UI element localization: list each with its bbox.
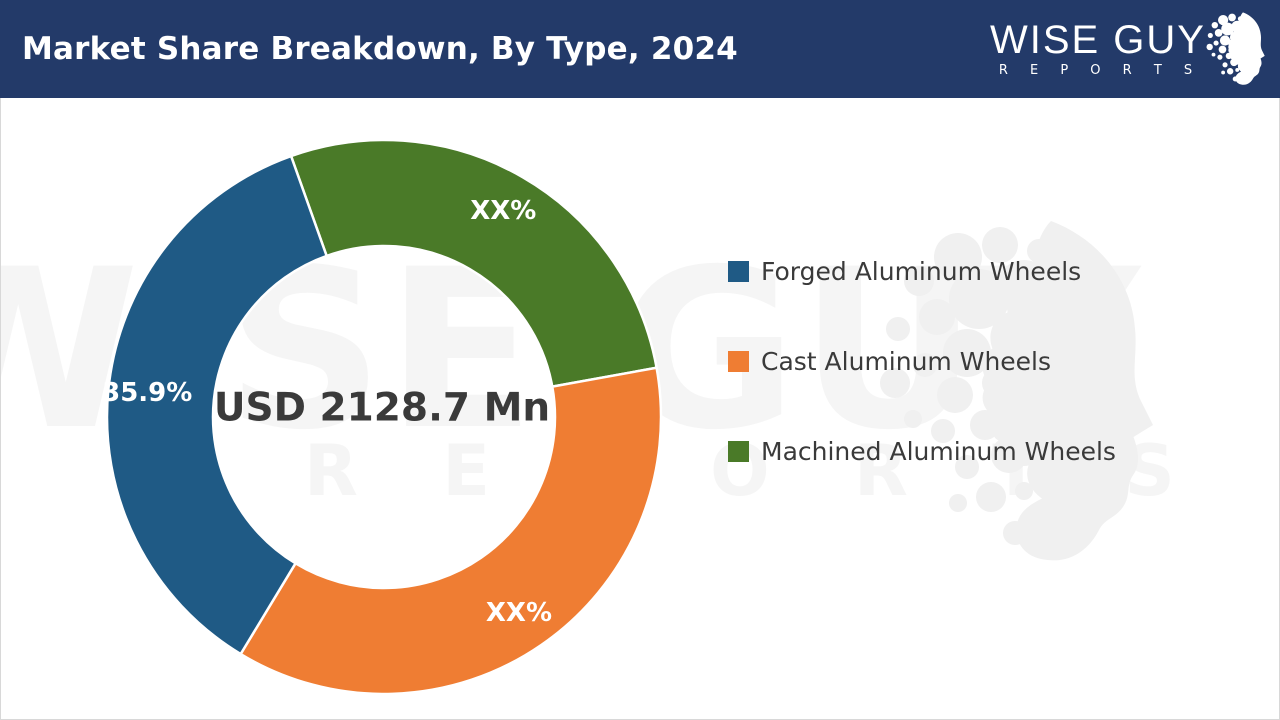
logo-face-icon — [1206, 11, 1265, 85]
legend-item-1: Cast Aluminum Wheels — [728, 343, 1116, 379]
wise-guy-logo: WISE GUY R E P O R T S — [990, 11, 1266, 88]
legend-item-0: Forged Aluminum Wheels — [728, 253, 1116, 289]
legend-swatch-0 — [728, 260, 749, 282]
legend-swatch-1 — [728, 350, 749, 372]
legend-label-0: Forged Aluminum Wheels — [761, 256, 1082, 286]
legend-label-2: Machined Aluminum Wheels — [761, 436, 1116, 466]
logo-subtitle: R E P O R T S — [998, 63, 1202, 78]
page-title: Market Share Breakdown, By Type, 2024 — [22, 31, 738, 67]
legend-swatch-2 — [728, 440, 749, 462]
logo-wordmark: WISE GUY — [989, 18, 1206, 62]
legend-item-2: Machined Aluminum Wheels — [728, 433, 1116, 469]
donut-center-value: USD 2128.7 Mn — [213, 385, 551, 431]
logo-text: WISE GUY R E P O R T S — [990, 20, 1206, 78]
legend-label-1: Cast Aluminum Wheels — [761, 346, 1052, 376]
chart-legend: Forged Aluminum Wheels Cast Aluminum Whee… — [728, 253, 1116, 523]
header-bar: Market Share Breakdown, By Type, 2024 WI… — [0, 0, 1280, 98]
